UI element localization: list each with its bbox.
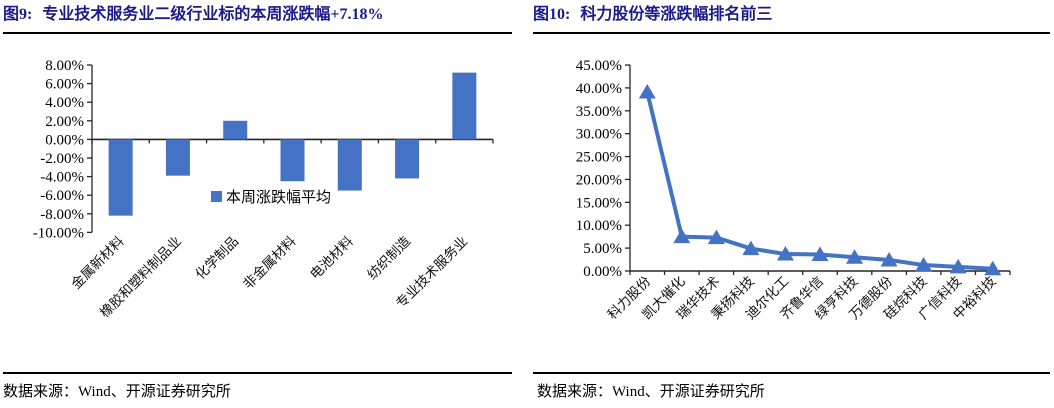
y-tick-label: -10.00% bbox=[33, 225, 84, 241]
line-markers bbox=[638, 84, 1002, 276]
triangle-marker-5 bbox=[811, 246, 829, 262]
triangle-marker-1 bbox=[673, 228, 691, 244]
y-tick-label: 5.00% bbox=[583, 241, 622, 257]
bar-chart-legend: 本周涨跌幅平均 bbox=[211, 188, 331, 206]
bar-chart-axes bbox=[87, 64, 494, 234]
y-tick-label: -4.00% bbox=[40, 170, 84, 186]
triangle-marker-7 bbox=[880, 252, 898, 267]
figure-9-title: 图9: 专业技术服务业二级行业标的本周涨跌幅+7.18% bbox=[3, 5, 512, 34]
y-tick-label: 40.00% bbox=[576, 81, 622, 97]
y-tick-label: 20.00% bbox=[576, 172, 622, 188]
y-tick-label: 0.00% bbox=[583, 264, 622, 280]
bar-chart-y-tick-labels: 8.00% 6.00% 4.00% 2.00% 0.00% -2.00% -4.00% -6.… bbox=[33, 58, 84, 241]
line-series bbox=[645, 90, 995, 271]
line-chart-y-tick-labels: 45.00% 40.00% 35.00% 30.00% 25.00% 20.00% 15.0… bbox=[576, 58, 622, 280]
triangle-marker-4 bbox=[776, 246, 794, 261]
y-tick-label: -6.00% bbox=[40, 188, 84, 204]
figure-9-source: 数据来源：Wind、开源证券研究所 bbox=[3, 372, 512, 401]
figure-9-title-text: 专业技术服务业二级行业标的本周涨跌幅+7.18% bbox=[42, 6, 384, 23]
y-tick-label: 6.00% bbox=[45, 77, 84, 93]
figure-10-source: 数据来源：Wind、开源证券研究所 bbox=[533, 372, 1050, 401]
y-tick-label: 25.00% bbox=[576, 150, 622, 166]
y-tick-label: 30.00% bbox=[576, 127, 622, 143]
figure-10-number: 图10: bbox=[533, 6, 571, 23]
x-category-label: 纺织制造 bbox=[364, 233, 414, 283]
figure-10-title-text: 科力股份等涨跌幅排名前三 bbox=[580, 6, 773, 23]
bar-0 bbox=[108, 139, 133, 216]
bar-2 bbox=[223, 120, 248, 140]
legend-label: 本周涨跌幅平均 bbox=[226, 188, 331, 206]
y-tick-label: 15.00% bbox=[576, 195, 622, 211]
bar-3 bbox=[280, 139, 305, 182]
bar-6 bbox=[452, 72, 477, 140]
bar-chart-weekly-change: 8.00% 6.00% 4.00% 2.00% 0.00% -2.00% -4.00% -6.… bbox=[33, 58, 494, 321]
y-tick-label: -8.00% bbox=[40, 207, 84, 223]
line-chart-x-labels: 科力股份凯大催化瑞华技术秉扬科技迪尔化工齐鲁华信绿亨科技万德股份硅烷科技广信科技… bbox=[605, 272, 1000, 323]
figure-9: 图9: 专业技术服务业二级行业标的本周涨跌幅+7.18% 8.00% 6.00% 4.… bbox=[3, 5, 512, 401]
triangle-marker-2 bbox=[707, 229, 725, 245]
y-tick-label: 0.00% bbox=[45, 132, 84, 148]
triangle-marker-8 bbox=[915, 257, 933, 272]
y-tick-label: 8.00% bbox=[45, 58, 84, 74]
y-tick-label: 10.00% bbox=[576, 218, 622, 234]
bar-1 bbox=[165, 139, 190, 176]
x-category-label: 金属新材料 bbox=[68, 233, 127, 292]
y-tick-label: 35.00% bbox=[576, 104, 622, 120]
y-tick-label: 4.00% bbox=[45, 95, 84, 111]
x-category-label: 非金属材料 bbox=[240, 233, 299, 292]
triangle-marker-3 bbox=[742, 240, 760, 256]
triangle-marker-10 bbox=[984, 260, 1002, 276]
bar-4 bbox=[337, 139, 362, 191]
bar-series bbox=[108, 72, 477, 216]
bar-5 bbox=[395, 139, 420, 179]
legend-swatch bbox=[211, 191, 222, 202]
triangle-marker-0 bbox=[638, 84, 656, 99]
y-tick-label: -2.00% bbox=[40, 151, 84, 167]
figure-10-title: 图10: 科力股份等涨跌幅排名前三 bbox=[533, 5, 1050, 34]
line-chart-axes bbox=[625, 64, 1011, 275]
y-tick-label: 2.00% bbox=[45, 114, 84, 130]
triangle-marker-9 bbox=[949, 258, 967, 274]
y-tick-label: 45.00% bbox=[576, 58, 622, 74]
figure-9-number: 图9: bbox=[3, 6, 33, 23]
figure-10: 图10: 科力股份等涨跌幅排名前三 45.00% 40.00% 35.00% 30.00… bbox=[527, 0, 1054, 408]
x-category-label: 化学制品 bbox=[193, 234, 242, 283]
triangle-marker-6 bbox=[846, 249, 864, 264]
line-chart-top-gainers: 45.00% 40.00% 35.00% 30.00% 25.00% 20.00% 15.0… bbox=[576, 58, 1011, 323]
x-category-label: 电池材料 bbox=[307, 233, 357, 283]
